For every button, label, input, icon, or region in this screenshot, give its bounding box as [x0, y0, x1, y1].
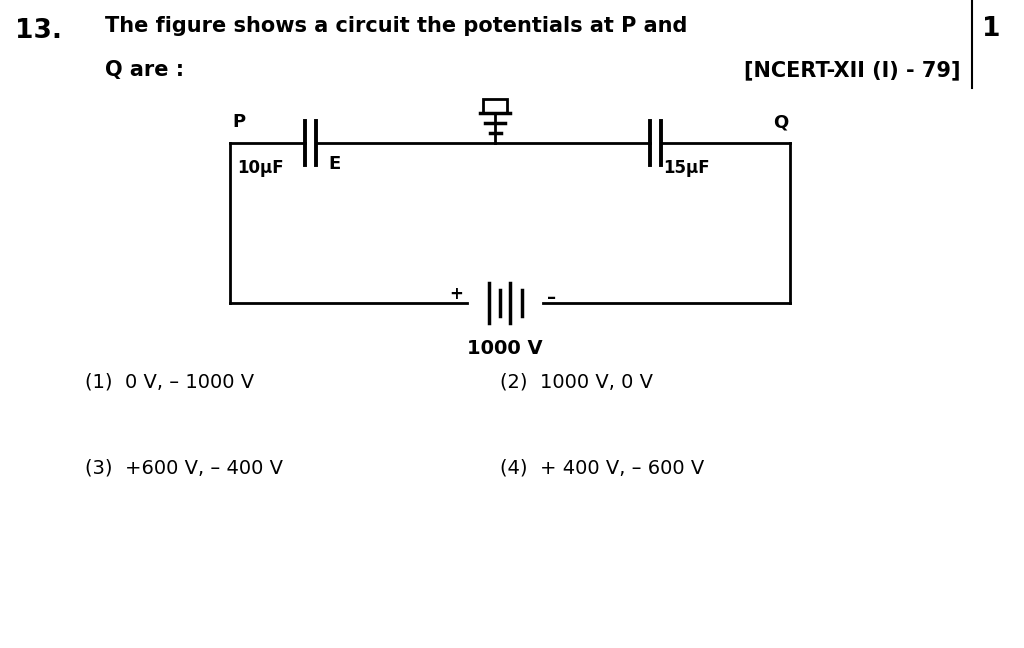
Text: The figure shows a circuit the potentials at P and: The figure shows a circuit the potential…	[105, 16, 687, 36]
Text: (4)  + 400 V, – 600 V: (4) + 400 V, – 600 V	[500, 458, 705, 477]
Text: 15μF: 15μF	[663, 159, 710, 177]
Text: 1: 1	[982, 16, 1000, 42]
Text: P: P	[232, 113, 245, 131]
Text: [NCERT-XII (I) - 79]: [NCERT-XII (I) - 79]	[743, 60, 961, 80]
Text: E: E	[328, 155, 340, 173]
Text: +: +	[450, 285, 463, 303]
Bar	[483, 99, 507, 113]
Text: –: –	[547, 289, 556, 307]
Text: (2)  1000 V, 0 V: (2) 1000 V, 0 V	[500, 373, 653, 392]
Text: 10μF: 10μF	[237, 159, 284, 177]
Text: (1)  0 V, – 1000 V: (1) 0 V, – 1000 V	[85, 373, 254, 392]
Text: Q: Q	[773, 113, 788, 131]
Text: (3)  +600 V, – 400 V: (3) +600 V, – 400 V	[85, 458, 283, 477]
Text: 13.: 13.	[15, 18, 62, 44]
Text: Q are :: Q are :	[105, 60, 184, 80]
Text: 1000 V: 1000 V	[467, 339, 543, 358]
